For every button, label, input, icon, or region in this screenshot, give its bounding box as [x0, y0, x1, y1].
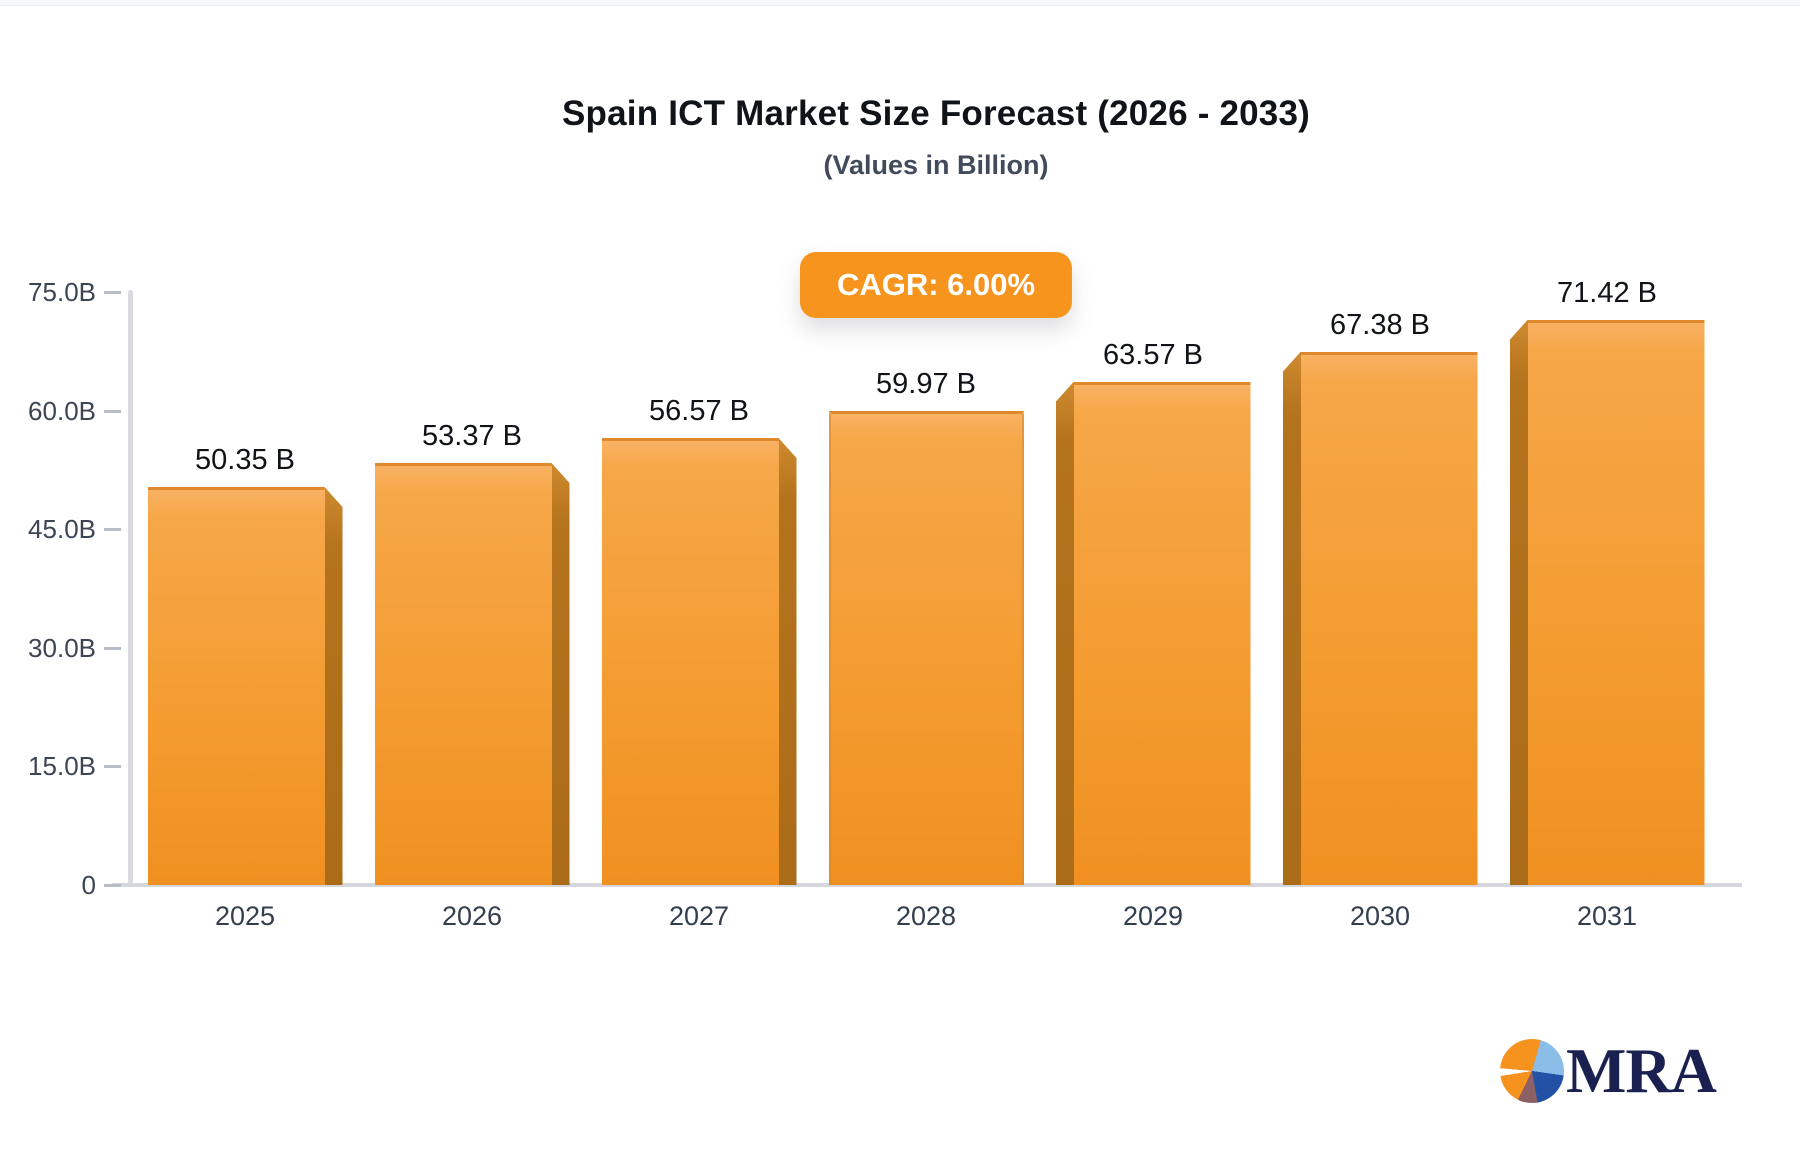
y-tick-label: 60.0B: [28, 395, 96, 426]
mra-logo: MRA: [1500, 1035, 1717, 1107]
bar-value-label: 59.97 B: [876, 368, 976, 400]
y-tick-mark: [104, 409, 121, 413]
bar-value-label: 56.57 B: [649, 395, 749, 427]
y-tick-mark: [104, 291, 121, 294]
x-tick-label: 2025: [214, 901, 276, 931]
bar-side-face: [1509, 320, 1528, 885]
x-axis-line: [112, 883, 1742, 887]
bar-face: [828, 411, 1024, 885]
bar-face: [602, 438, 779, 885]
page-top-strip: [0, 0, 1800, 6]
bar-2025: [148, 487, 343, 885]
y-tick-label: 45.0B: [28, 514, 96, 545]
bar-side-face: [1282, 352, 1301, 885]
y-tick-label: 30.0B: [28, 632, 96, 663]
bar-value-label: 67.38 B: [1330, 309, 1430, 341]
bar-2031: [1509, 320, 1705, 885]
x-tick-label: 2026: [441, 901, 503, 931]
x-tick-label: 2029: [1122, 901, 1184, 931]
bar-face: [148, 487, 325, 885]
x-tick-label: 2027: [668, 901, 730, 931]
x-tick-label: 2028: [895, 901, 957, 931]
y-tick-label: 0: [81, 870, 96, 900]
bar-value-label: 71.42 B: [1557, 277, 1657, 309]
y-tick-mark: [104, 765, 121, 769]
chart-title: Spain ICT Market Size Forecast (2026 - 2…: [562, 94, 1310, 133]
bar-side-face: [1055, 382, 1074, 885]
pie-chart-icon: [1500, 1039, 1564, 1103]
bar-face: [375, 463, 552, 885]
bar-2027: [602, 438, 797, 885]
bar-face: [1073, 382, 1251, 885]
bar-value-label: 53.37 B: [422, 420, 522, 452]
bar-side-face: [779, 438, 797, 885]
bar-side-face: [552, 463, 570, 885]
y-tick-mark: [104, 528, 121, 532]
bar-2026: [375, 463, 570, 885]
logo-text: MRA: [1566, 1035, 1717, 1106]
bar-2030: [1282, 352, 1478, 885]
chart-subtitle: (Values in Billion): [823, 150, 1049, 180]
bar-value-label: 63.57 B: [1103, 339, 1203, 371]
chart-header: Spain ICT Market Size Forecast (2026 - 2…: [130, 0, 1742, 340]
bar-2028: [828, 411, 1024, 885]
bar-value-label: 50.35 B: [195, 444, 295, 476]
bar-face: [1527, 320, 1705, 885]
y-tick-mark: [104, 884, 121, 887]
y-tick-mark: [104, 646, 121, 650]
y-tick-label: 15.0B: [28, 751, 96, 782]
x-tick-label: 2031: [1576, 901, 1638, 931]
cagr-badge: CAGR: 6.00%: [799, 252, 1073, 318]
bar-2029: [1055, 382, 1251, 885]
bar-side-face: [325, 487, 343, 885]
x-tick-label: 2030: [1349, 901, 1411, 931]
y-tick-label: 75.0B: [28, 277, 96, 307]
bar-face: [1300, 352, 1478, 885]
y-axis-line: [128, 290, 133, 886]
